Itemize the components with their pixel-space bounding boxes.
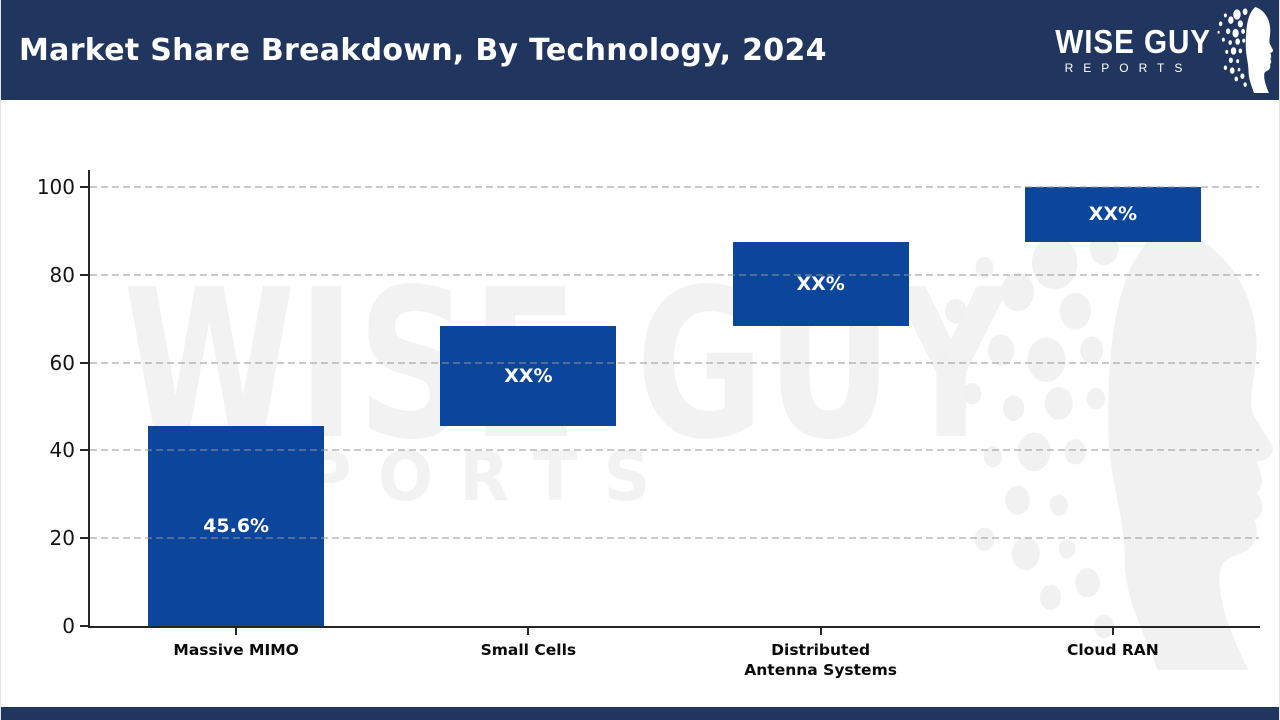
x-category-label: Cloud RAN <box>1066 641 1159 659</box>
y-axis-line <box>88 170 90 628</box>
bar <box>440 325 617 426</box>
y-tick-mark <box>80 273 89 276</box>
wiseguy-logo: WISE GUY REPORTS <box>1038 4 1273 96</box>
x-tick-mark <box>527 628 530 635</box>
gridline <box>90 186 1259 188</box>
logo-name-text: WISE GUY <box>1055 23 1211 60</box>
y-tick-mark <box>80 361 89 364</box>
bar-value-label: XX% <box>796 272 845 295</box>
bar <box>732 241 909 326</box>
y-tick-label: 40 <box>49 438 75 463</box>
x-tick-mark <box>819 628 822 635</box>
y-tick-mark <box>80 625 89 627</box>
header-bar: Market Share Breakdown, By Technology, 2… <box>1 0 1279 100</box>
y-tick-mark <box>80 186 89 188</box>
x-category-label: Massive MIMO <box>173 641 299 659</box>
footer-bar <box>1 707 1279 720</box>
logo-reports-text: REPORTS <box>1064 61 1193 75</box>
x-tick-mark <box>235 628 238 635</box>
x-tick-mark <box>1111 628 1114 635</box>
wiseguy-face-icon <box>1217 7 1273 93</box>
y-tick-label: 80 <box>49 262 75 287</box>
gridline <box>90 537 1259 540</box>
x-category-label: Distributed Antenna Systems <box>744 641 897 680</box>
x-category-label: Small Cells <box>480 641 577 659</box>
y-tick-mark <box>80 537 89 540</box>
gridline <box>90 361 1259 364</box>
page-title: Market Share Breakdown, By Technology, 2… <box>19 32 827 68</box>
x-axis-line <box>88 626 1260 628</box>
gridline <box>90 449 1259 452</box>
gridline <box>90 273 1259 276</box>
y-tick-label: 0 <box>62 614 75 638</box>
bar-value-label: XX% <box>504 364 553 387</box>
bar <box>148 425 325 626</box>
y-tick-label: 20 <box>49 526 75 551</box>
y-tick-label: 100 <box>36 175 75 199</box>
y-tick-mark <box>80 449 89 452</box>
logo-text: WISE GUY REPORTS <box>1038 25 1211 75</box>
bar <box>1024 187 1201 242</box>
bar-value-label: XX% <box>1088 203 1138 226</box>
y-tick-label: 60 <box>49 350 75 375</box>
bar-value-label: 45.6% <box>203 514 270 537</box>
wiseguy-face-watermark-icon <box>936 224 1273 670</box>
